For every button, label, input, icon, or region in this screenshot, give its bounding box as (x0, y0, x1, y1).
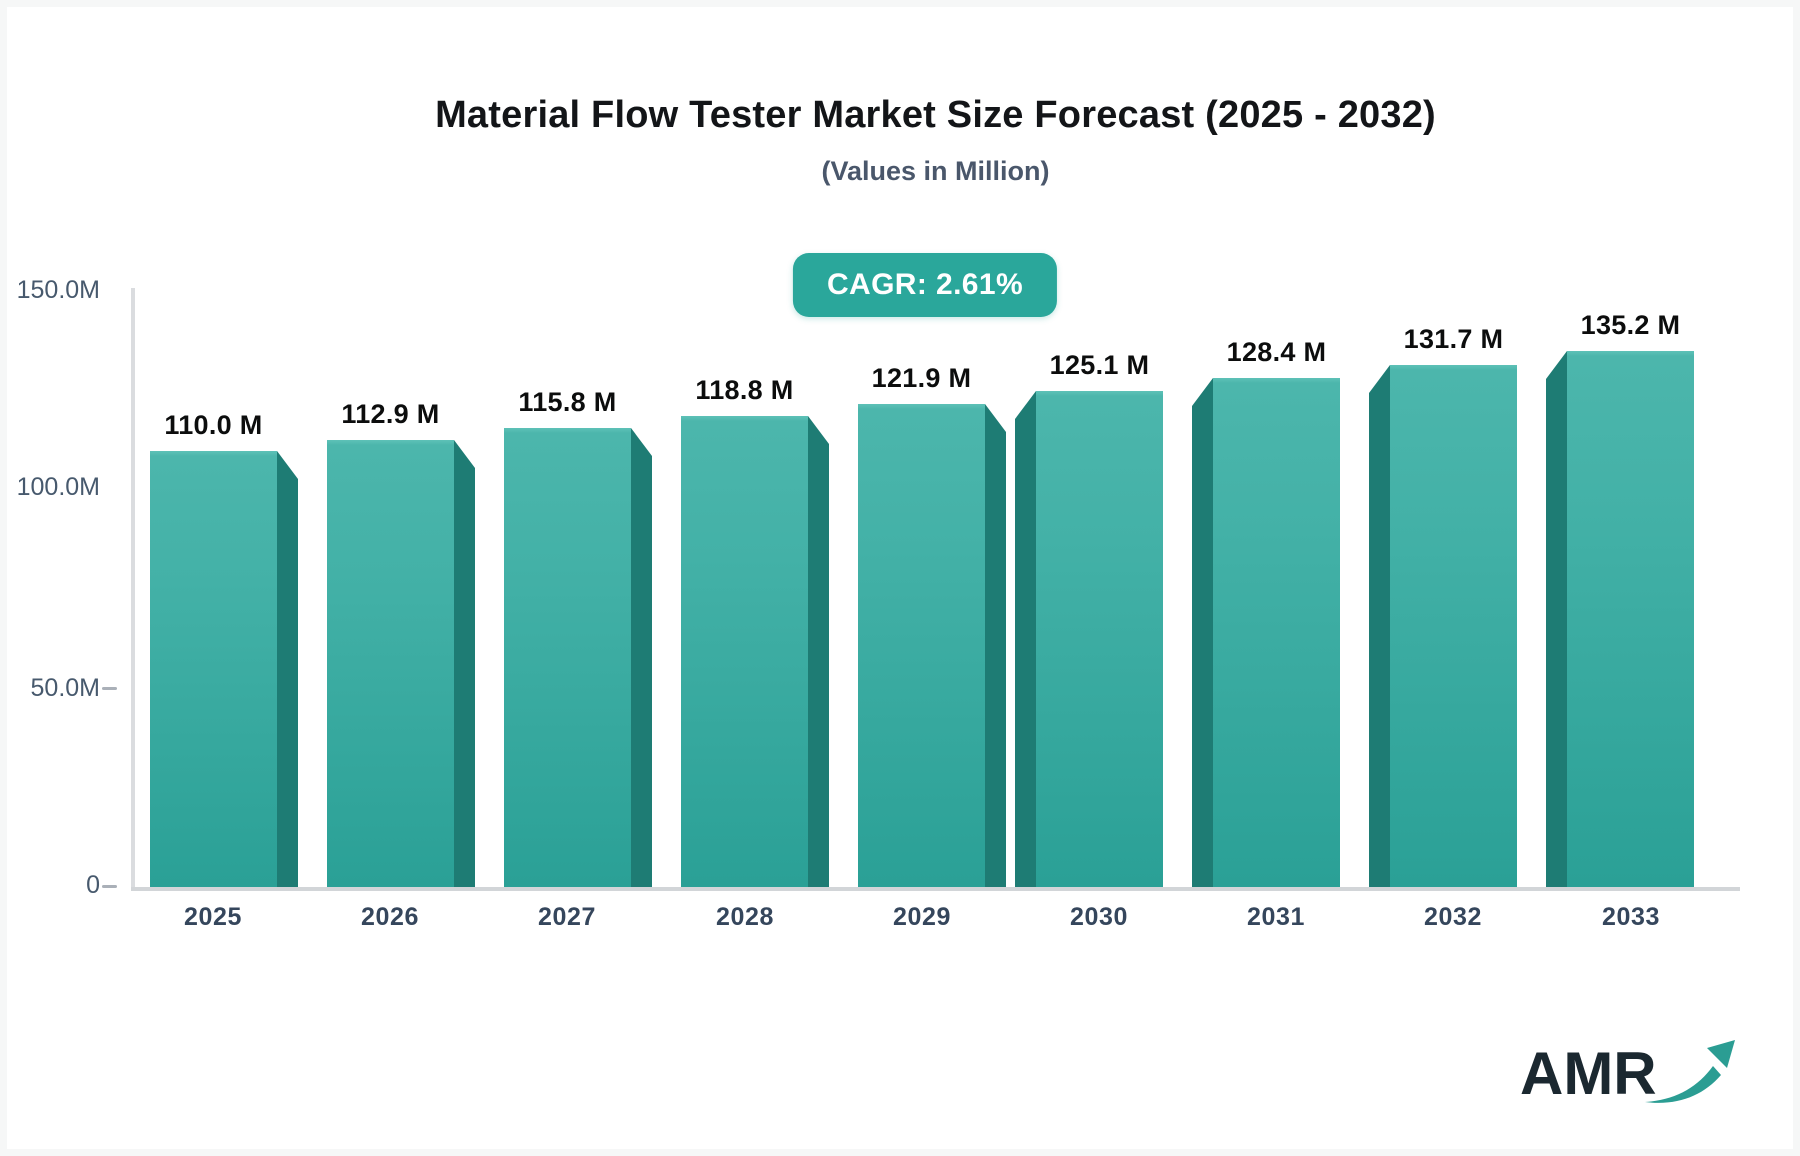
bar-value-label: 112.9 M (341, 399, 440, 429)
bar-side-face (1192, 378, 1213, 889)
y-tick-mark-50 (102, 687, 117, 690)
bar-group-2030: 125.1 M (1015, 350, 1163, 889)
x-tick-label-2029: 2029 (892, 903, 951, 931)
bar-side-face (1546, 351, 1567, 889)
y-tick-label-50: 50.0M (30, 674, 100, 702)
bar-value-label: 115.8 M (518, 387, 617, 417)
bar-group-2026: 112.9 M (327, 399, 475, 889)
cagr-badge: CAGR: 2.61% (792, 253, 1058, 317)
bar-group-2033: 135.2 M (1546, 310, 1694, 889)
bar-face (150, 451, 277, 889)
bar-group-2027: 115.8 M (504, 387, 652, 889)
y-axis-line (131, 288, 135, 889)
x-tick-label-2030: 2030 (1069, 903, 1128, 931)
bar-face (1567, 351, 1694, 889)
amr-logo-text: AMR (1520, 1040, 1657, 1107)
bar-face (858, 404, 985, 889)
bar-group-2032: 131.7 M (1369, 324, 1517, 889)
amr-logo: AMR (1520, 1034, 1737, 1104)
y-tick-mark-0 (102, 885, 117, 888)
bar-value-label: 125.1 M (1049, 350, 1150, 380)
cagr-badge-label: CAGR: 2.61% (826, 268, 1024, 301)
bar-face (1036, 391, 1163, 889)
x-tick-label-2031: 2031 (1246, 903, 1305, 931)
chart-title: Material Flow Tester Market Size Forecas… (435, 94, 1436, 136)
bar-side-face (631, 428, 652, 889)
bar-value-label: 110.0 M (164, 410, 263, 440)
bar-value-label: 118.8 M (695, 375, 794, 405)
y-tick-label-100: 100.0M (16, 473, 100, 501)
x-tick-label-2025: 2025 (183, 903, 242, 931)
bar-group-2029: 121.9 M (858, 363, 1006, 889)
bar-value-label: 121.9 M (871, 363, 972, 393)
y-tick-label-150: 150.0M (16, 276, 100, 304)
x-tick-label-2033: 2033 (1601, 903, 1660, 931)
bar-side-face (1015, 391, 1036, 889)
bar-face (504, 428, 631, 889)
x-tick-label-2027: 2027 (537, 903, 596, 931)
bar-face (1213, 378, 1340, 889)
bar-face (681, 416, 808, 889)
x-tick-label-2032: 2032 (1423, 903, 1482, 931)
bar-group-2031: 128.4 M (1192, 337, 1340, 889)
bar-side-face (277, 451, 298, 889)
bar-side-face (454, 440, 475, 889)
bar-face (1390, 365, 1517, 889)
bar-face (327, 440, 454, 889)
y-tick-label-0: 0 (86, 871, 100, 899)
x-axis-line (131, 887, 1740, 891)
growth-arrow-icon (1644, 1040, 1735, 1103)
bar-group-2025: 110.0 M (150, 410, 298, 889)
bar-value-label: 128.4 M (1226, 337, 1327, 367)
chart-subtitle: (Values in Million) (821, 156, 1050, 186)
bar-group-2028: 118.8 M (681, 375, 829, 889)
bar-value-label: 135.2 M (1580, 310, 1681, 340)
bar-value-label: 131.7 M (1403, 324, 1504, 354)
bar-side-face (808, 416, 829, 889)
bar-side-face (985, 404, 1006, 889)
bar-side-face (1369, 365, 1390, 889)
x-tick-label-2026: 2026 (360, 903, 419, 931)
x-tick-label-2028: 2028 (715, 903, 774, 931)
